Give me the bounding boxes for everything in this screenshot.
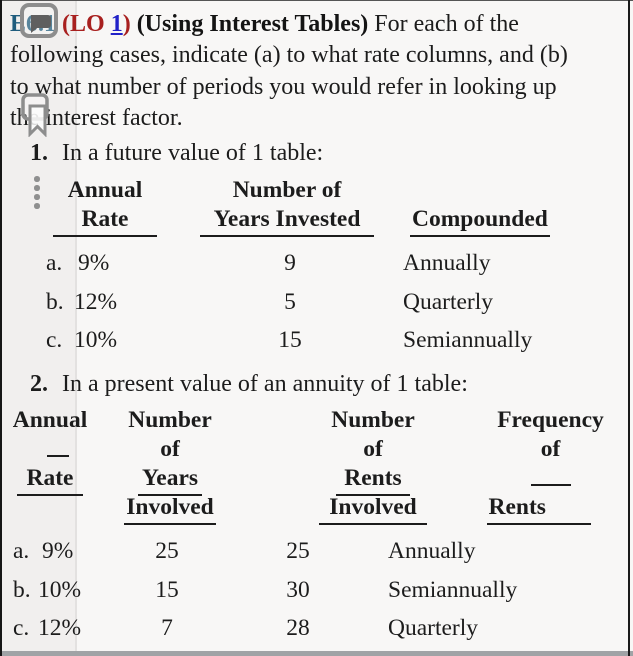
compounded-value: Semiannually [403, 327, 533, 353]
annual-rate-value: 12% [38, 615, 82, 641]
intro-line-3: to what number of periods you would refe… [10, 73, 557, 100]
years-invested-value: 5 [284, 288, 296, 315]
row-label: c. [46, 327, 63, 353]
lo-label: (LO [56, 11, 111, 37]
panel-left-border [0, 0, 2, 656]
annual-rate-value: 9% [42, 538, 74, 564]
row-label: a. [46, 250, 63, 276]
table1-header-annual-rate: Annual Rate [45, 176, 165, 237]
rents-involved-value: 30 [286, 576, 310, 603]
panel-right-border [628, 0, 630, 656]
table2-header-rate: Rate [17, 464, 83, 496]
table2-col4-frequency: Frequency [497, 407, 604, 433]
table2-col4-rents: Rents [486, 493, 591, 525]
intro-line-4: the interest factor. [10, 105, 183, 132]
table2-body: a. 9% 25 25 Annually b. 10% 15 30 Semian… [0, 534, 633, 650]
table2-col4-of: of [540, 436, 561, 462]
drag-handle-dots-icon[interactable] [33, 176, 41, 212]
table2-col2-of: of [160, 436, 180, 462]
bookmark-icon[interactable] [21, 93, 51, 137]
rents-involved-value: 28 [286, 615, 310, 641]
intro-line-2: following cases, indicate (a) to what ra… [10, 42, 568, 69]
table2-col3-of: of [363, 436, 383, 462]
table1-header-annual: Annual [67, 177, 143, 203]
table2-header-rents-involved: Number of Rents Involved [318, 406, 428, 525]
list-item-2-text: In a present value of an annuity of 1 ta… [62, 371, 468, 397]
annual-rate-value: 10% [38, 576, 82, 603]
row-label: a. [13, 538, 30, 564]
annual-rate-value: 9% [78, 250, 110, 276]
list-item-1: 1. In a future value of 1 table: [30, 140, 323, 167]
table1-header-compounded: Compounded [410, 205, 590, 237]
table1-header-compounded-label: Compounded [410, 205, 550, 237]
table1-header-years-invested-label: Years Invested [200, 205, 374, 237]
lo-close-paren: ) [122, 11, 131, 37]
annual-rate-value: 10% [74, 327, 118, 353]
table-row: c. 12% 7 28 Quarterly [0, 611, 633, 650]
table2-header-annual: Annual [12, 407, 88, 433]
table-row: a. 9% 25 25 Annually [0, 534, 633, 573]
table-row: a. 9% 9 Annually [0, 246, 633, 285]
frequency-of-rents-value: Quarterly [388, 615, 479, 641]
table2-col2-involved: Involved [124, 493, 216, 525]
table1-body: a. 9% 9 Annually b. 12% 5 Quarterly c. 1… [0, 246, 633, 362]
table1-header-number-of: Number of [232, 177, 342, 203]
exercise-intro: E6.1 (LO 1) (Using Interest Tables) For … [10, 9, 626, 135]
frequency-of-rents-value: Semiannually [388, 576, 518, 603]
frequency-of-rents-value: Annually [388, 538, 476, 564]
table-row: b. 12% 5 Quarterly [0, 285, 633, 324]
table2-col3-rents: Rents [336, 464, 410, 496]
compounded-value: Annually [403, 250, 491, 276]
intro-line-1: E6.1 (LO 1) (Using Interest Tables) For … [10, 9, 626, 40]
list-item-2-number: 2. [30, 371, 48, 397]
list-item-1-text: In a future value of 1 table: [62, 140, 324, 166]
annotation-marker-icon[interactable] [19, 2, 59, 39]
list-item-1-number: 1. [30, 140, 48, 166]
row-label: c. [13, 615, 30, 641]
table2-col2-years: Years [138, 464, 202, 496]
years-involved-value: 7 [161, 615, 173, 641]
list-item-2: 2. In a present value of an annuity of 1 … [30, 371, 468, 398]
annual-rate-value: 12% [74, 288, 118, 315]
years-involved-value: 25 [155, 538, 179, 564]
panel-bottom-bar [0, 651, 633, 656]
rents-involved-value: 25 [286, 538, 310, 564]
exercise-title: (Using Interest Tables) [130, 11, 369, 37]
table2-header-annual-rate: Annual Rate [2, 406, 98, 496]
row-label: b. [13, 576, 31, 603]
panel-top-border [0, 0, 633, 1]
years-involved-value: 15 [155, 576, 179, 603]
years-invested-value: 15 [278, 327, 302, 353]
row-label: b. [46, 288, 64, 315]
years-invested-value: 9 [284, 250, 296, 276]
table2-col3-involved: Involved [319, 493, 427, 525]
table2-col3-number: Number [331, 407, 415, 433]
table-row: c. 10% 15 Semiannually [0, 323, 633, 362]
table2-header-years-involved: Number of Years Involved [120, 406, 220, 525]
compounded-value: Quarterly [403, 288, 494, 315]
table1-header-rate: Rate [53, 205, 157, 237]
table1-header-years-invested: Number of Years Invested [197, 176, 377, 237]
table2-col2-number: Number [128, 407, 212, 433]
lo-number-link[interactable]: 1 [110, 11, 123, 37]
table2-header-frequency-of-rents: Frequency of Rents [478, 406, 623, 525]
table-row: b. 10% 15 30 Semiannually [0, 573, 633, 612]
intro-text: For each of the [368, 11, 519, 37]
